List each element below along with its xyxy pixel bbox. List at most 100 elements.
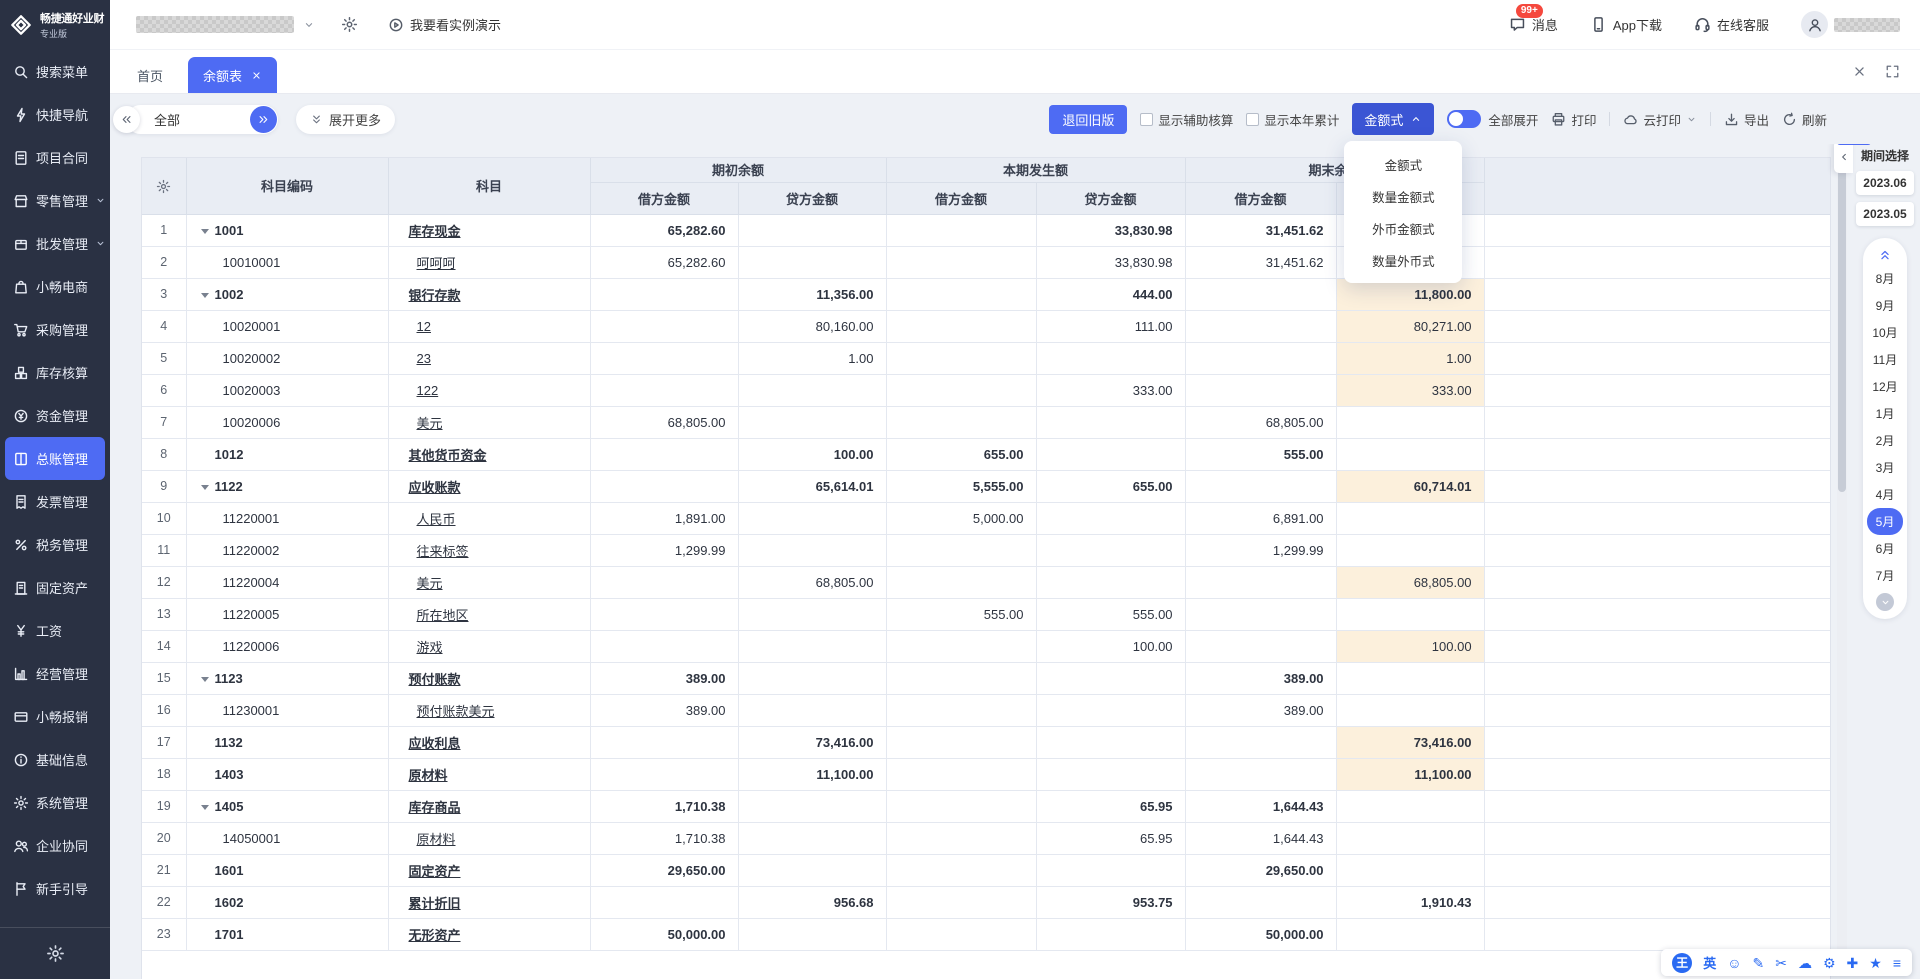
table-row[interactable]: 3 1002 银行存款 11,356.00 444.00 11,800.00	[142, 278, 1830, 311]
expand-caret-icon[interactable]	[200, 292, 209, 298]
sidebar-item[interactable]: 基础信息	[5, 738, 105, 781]
expand-caret-icon[interactable]	[200, 676, 209, 682]
messages-button[interactable]: 99+ 消息	[1509, 4, 1558, 34]
table-row[interactable]: 17 1132 应收利息 73,416.00 73,416.00	[142, 726, 1830, 759]
sidebar-item[interactable]: 项目合同	[5, 136, 105, 179]
account-name-link[interactable]: 银行存款	[408, 287, 461, 303]
table-row[interactable]: 1 1001 库存现金 65,282.60 33,830.98 31,451.6…	[142, 214, 1830, 247]
format-menu-item[interactable]: 数量金额式	[1372, 190, 1435, 205]
account-name-link[interactable]: 美元	[416, 575, 443, 591]
table-row[interactable]: 4 10020001 12 80,160.00 111.00 80,271.00	[142, 310, 1830, 343]
maximize-icon[interactable]	[1885, 64, 1900, 79]
sidebar-item[interactable]: 资金管理	[5, 394, 105, 437]
topbar-gear-icon[interactable]	[341, 16, 358, 33]
account-name-link[interactable]: 原材料	[408, 767, 448, 783]
account-name-link[interactable]: 所在地区	[416, 607, 469, 623]
column-settings-gear-icon[interactable]	[156, 179, 171, 194]
checkbox-icon[interactable]	[1140, 112, 1154, 126]
table-row[interactable]: 15 1123 预付账款 389.00 389.00	[142, 662, 1830, 695]
sidebar-item[interactable]: 经营管理	[5, 652, 105, 695]
account-name-link[interactable]: 应收利息	[408, 735, 461, 751]
scope-prev-button[interactable]	[113, 105, 140, 133]
period-date-button[interactable]: 2023.06	[1856, 171, 1914, 195]
table-row[interactable]: 21 1601 固定资产 29,650.00 29,650.00	[142, 854, 1830, 887]
sidebar-item[interactable]: 固定资产	[5, 566, 105, 609]
sidebar-item[interactable]: 发票管理	[5, 480, 105, 523]
table-row[interactable]: 9 1122 应收账款 65,614.01 5,555.00 655.00 60…	[142, 470, 1830, 503]
month-item[interactable]: 4月	[1875, 488, 1895, 502]
ime-tool-icon[interactable]: ☺	[1727, 954, 1742, 971]
close-icon[interactable]	[1852, 64, 1867, 79]
table-row[interactable]: 10 11220001 人民币 1,891.00 5,000.00 6,891.…	[142, 502, 1830, 535]
checkbox-icon[interactable]	[1246, 112, 1260, 126]
table-row[interactable]: 13 11220005 所在地区 555.00 555.00	[142, 598, 1830, 631]
ime-mode-button[interactable]: 王	[1672, 952, 1693, 973]
ime-tool-icon[interactable]: ☁	[1797, 954, 1812, 971]
refresh-button[interactable]: 刷新	[1782, 110, 1827, 129]
demo-link[interactable]: 我要看实例演示	[388, 15, 501, 34]
month-item[interactable]: 2月	[1875, 434, 1895, 448]
account-name-link[interactable]: 累计折旧	[408, 895, 461, 911]
month-item[interactable]: 10月	[1872, 326, 1898, 340]
format-menu-item[interactable]: 金额式	[1384, 158, 1423, 173]
scrollbar-thumb[interactable]	[1838, 167, 1846, 492]
account-name-link[interactable]: 其他货币资金	[408, 447, 487, 463]
back-to-old-version-button[interactable]: 退回旧版	[1049, 104, 1128, 134]
month-item[interactable]: 1月	[1875, 407, 1895, 421]
table-row[interactable]: 7 10020006 美元 68,805.00 68,805.00	[142, 406, 1830, 439]
account-name-link[interactable]: 预付账款	[408, 671, 461, 687]
tab-close-icon[interactable]	[251, 70, 262, 81]
format-menu-item[interactable]: 外币金额式	[1372, 222, 1435, 237]
table-row[interactable]: 5 10020002 23 1.00 1.00	[142, 342, 1830, 375]
table-row[interactable]: 2 10010001 呵呵呵 65,282.60 33,830.98 31,45…	[142, 246, 1830, 279]
sidebar-item[interactable]: 工资	[5, 609, 105, 652]
period-date-button[interactable]: 2023.05	[1856, 202, 1914, 226]
account-name-link[interactable]: 库存商品	[408, 799, 461, 815]
account-name-link[interactable]: 应收账款	[408, 479, 461, 495]
month-item[interactable]: 6月	[1875, 542, 1895, 556]
table-row[interactable]: 11 11220002 往来标签 1,299.99 1,299.99	[142, 534, 1830, 567]
table-row[interactable]: 23 1701 无形资产 50,000.00 50,000.00	[142, 918, 1830, 951]
ime-tool-icon[interactable]: ≡	[1892, 954, 1901, 971]
table-row[interactable]: 8 1012 其他货币资金 100.00 655.00 555.00	[142, 438, 1830, 471]
month-item[interactable]: 11月	[1872, 353, 1898, 367]
table-row[interactable]: 14 11220006 游戏 100.00 100.00	[142, 630, 1830, 663]
sidebar-item[interactable]: 零售管理	[5, 179, 105, 222]
sidebar-item[interactable]: 快捷导航	[5, 93, 105, 136]
sidebar-item[interactable]: 批发管理	[5, 222, 105, 265]
table-row[interactable]: 12 11220004 美元 68,805.00 68,805.00	[142, 566, 1830, 599]
settings-gear-icon[interactable]	[46, 944, 65, 963]
sidebar-item[interactable]: 小畅报销	[5, 695, 105, 738]
month-item[interactable]: 3月	[1875, 461, 1895, 475]
double-chevron-up-icon[interactable]	[1878, 248, 1892, 262]
table-row[interactable]: 22 1602 累计折旧 956.68 953.75 1,910.43	[142, 886, 1830, 919]
ime-language-button[interactable]: 英	[1703, 956, 1717, 971]
scope-selector[interactable]: 全部	[113, 104, 278, 134]
expand-more-button[interactable]: 展开更多	[296, 104, 396, 134]
export-button[interactable]: 导出	[1724, 110, 1769, 129]
account-name-link[interactable]: 12	[416, 318, 431, 334]
month-item[interactable]: 8月	[1875, 272, 1895, 286]
account-name-link[interactable]: 122	[416, 382, 439, 398]
account-name-link[interactable]: 固定资产	[408, 863, 461, 879]
expand-caret-icon[interactable]	[200, 228, 209, 234]
ime-tool-icon[interactable]: ★	[1869, 954, 1882, 971]
account-name-link[interactable]: 原材料	[416, 831, 456, 847]
format-menu-item[interactable]: 数量外币式	[1372, 254, 1435, 269]
month-item[interactable]: 12月	[1872, 380, 1898, 394]
column-settings-cell[interactable]	[142, 158, 187, 215]
cloud-print-button[interactable]: 云打印	[1623, 110, 1697, 129]
ime-tool-icon[interactable]: ✂	[1775, 954, 1787, 971]
sidebar-item[interactable]: 税务管理	[5, 523, 105, 566]
sidebar-item[interactable]: 采购管理	[5, 308, 105, 351]
sidebar-item[interactable]: 企业协同	[5, 824, 105, 867]
account-name-link[interactable]: 游戏	[416, 639, 443, 655]
sidebar-item[interactable]: 新手引导	[5, 867, 105, 910]
user-account[interactable]	[1801, 11, 1900, 38]
table-row[interactable]: 18 1403 原材料 11,100.00 11,100.00	[142, 758, 1830, 791]
table-row[interactable]: 16 11230001 预付账款美元 389.00 389.00	[142, 694, 1830, 727]
table-row[interactable]: 6 10020003 122 333.00 333.00	[142, 374, 1830, 407]
sidebar-item[interactable]: 系统管理	[5, 781, 105, 824]
expand-caret-icon[interactable]	[200, 804, 209, 810]
expand-caret-icon[interactable]	[200, 484, 209, 490]
